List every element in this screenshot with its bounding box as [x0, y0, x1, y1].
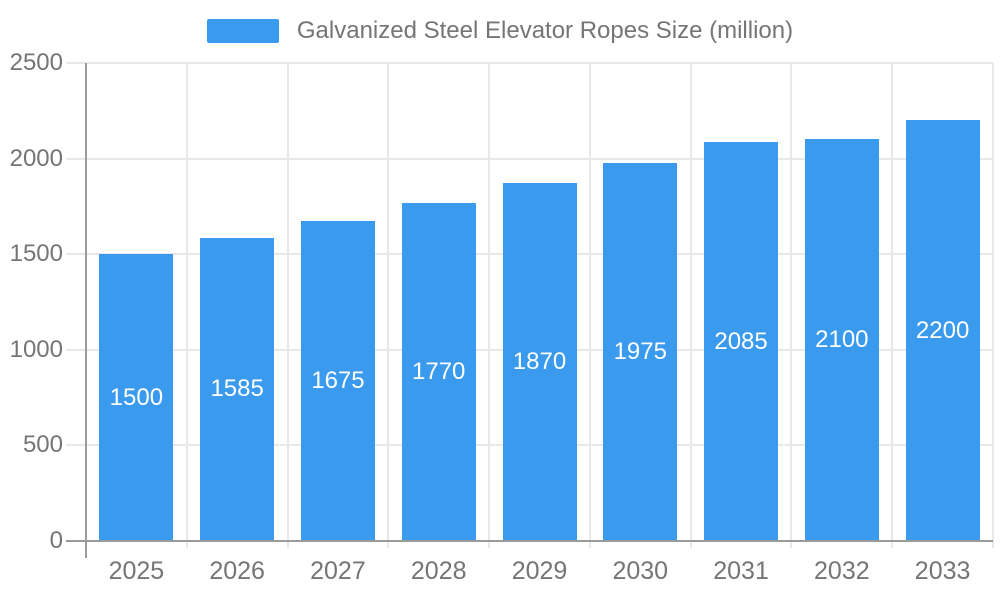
y-axis-tick-label: 1500 [9, 240, 63, 268]
gridline-vertical [286, 63, 289, 548]
gridline-vertical [992, 63, 994, 548]
x-axis-line [66, 540, 993, 542]
y-axis-tick-label: 1000 [9, 335, 63, 363]
bar-2027[interactable]: 1675 [300, 220, 375, 541]
bar-2030[interactable]: 1975 [603, 163, 678, 541]
bar-value-label: 1975 [613, 338, 667, 366]
gridline-vertical [185, 63, 188, 548]
x-axis-tick-label: 2029 [511, 557, 568, 585]
bar-2029[interactable]: 1870 [502, 183, 577, 541]
bar-2032[interactable]: 2100 [804, 139, 879, 541]
gridline-horizontal [66, 157, 993, 160]
legend-swatch [206, 19, 279, 43]
gridline-vertical [790, 63, 793, 548]
bar-value-label: 1870 [512, 348, 567, 376]
gridline-vertical [891, 63, 894, 548]
bar-value-label: 1770 [412, 357, 466, 385]
bar-value-label: 2200 [915, 316, 970, 344]
x-axis-tick-label: 2027 [310, 557, 366, 585]
bar-value-label: 1500 [109, 383, 164, 411]
x-axis-tick-label: 2033 [914, 557, 971, 585]
x-axis-tick-label: 2032 [814, 557, 870, 585]
bar-value-label: 2085 [714, 327, 768, 355]
y-axis-tick-label: 500 [22, 431, 63, 459]
gridline-vertical [488, 63, 491, 548]
y-axis-tick-label: 2500 [9, 49, 63, 76]
bar-2026[interactable]: 1585 [200, 237, 275, 541]
legend-label: Galvanized Steel Elevator Ropes Size (mi… [296, 17, 794, 44]
x-axis-tick-label: 2031 [713, 557, 769, 585]
gridline-vertical [387, 63, 390, 548]
y-axis-tick-label: 2000 [9, 144, 63, 172]
x-axis-tick-label: 2028 [410, 557, 467, 585]
bar-2033[interactable]: 2200 [905, 120, 980, 541]
bar-value-label: 2100 [815, 326, 869, 354]
bar-value-label: 1585 [210, 375, 264, 403]
bar-2025[interactable]: 1500 [99, 254, 174, 541]
bar-2031[interactable]: 2085 [704, 142, 779, 541]
legend-item[interactable]: Galvanized Steel Elevator Ropes Size (mi… [0, 17, 1000, 45]
x-axis-tick-label: 2026 [209, 557, 265, 585]
y-axis-line [85, 63, 87, 558]
gridline-vertical [588, 63, 591, 548]
gridline-vertical [689, 63, 692, 548]
y-axis-tick-label: 0 [49, 527, 63, 554]
bar-value-label: 1675 [311, 366, 365, 394]
x-axis-tick-label: 2025 [108, 557, 165, 585]
gridline-horizontal [66, 62, 993, 64]
x-axis-tick-label: 2030 [612, 557, 669, 585]
bar-2028[interactable]: 1770 [401, 202, 476, 541]
